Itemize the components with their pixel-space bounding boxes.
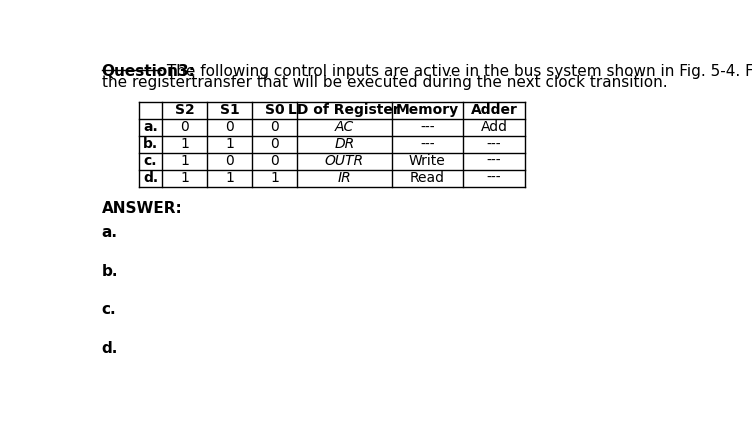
Text: ---: --- (420, 120, 435, 134)
Text: Adder: Adder (471, 103, 517, 117)
Text: IR: IR (338, 171, 351, 185)
Text: The following control inputs are active in the bus system shown in Fig. 5-4. For: The following control inputs are active … (162, 64, 752, 79)
Text: DR: DR (334, 137, 354, 152)
Text: 0: 0 (226, 154, 234, 168)
Text: 1: 1 (225, 171, 234, 185)
Text: Question3:: Question3: (102, 64, 196, 79)
Text: b.: b. (143, 137, 158, 152)
Text: LD of Register: LD of Register (289, 103, 400, 117)
Text: d.: d. (102, 341, 118, 356)
Text: S0: S0 (265, 103, 284, 117)
Text: 0: 0 (270, 154, 279, 168)
Text: 0: 0 (226, 120, 234, 134)
Text: a.: a. (102, 225, 118, 240)
Text: AC: AC (335, 120, 354, 134)
Text: 0: 0 (270, 120, 279, 134)
Text: 1: 1 (180, 154, 189, 168)
Text: 1: 1 (270, 171, 279, 185)
Text: ---: --- (420, 137, 435, 152)
Text: ---: --- (487, 137, 502, 152)
Text: Add: Add (481, 120, 508, 134)
Text: ANSWER:: ANSWER: (102, 200, 183, 216)
Text: 0: 0 (180, 120, 189, 134)
Text: 1: 1 (180, 137, 189, 152)
Text: ---: --- (487, 171, 502, 185)
Text: b.: b. (102, 264, 118, 279)
Text: Read: Read (410, 171, 444, 185)
Text: c.: c. (102, 302, 117, 317)
Text: 1: 1 (180, 171, 189, 185)
Text: 1: 1 (225, 137, 234, 152)
Text: Write: Write (409, 154, 446, 168)
Text: d.: d. (143, 171, 158, 185)
Text: S1: S1 (220, 103, 239, 117)
Text: a.: a. (143, 120, 158, 134)
Text: 0: 0 (270, 137, 279, 152)
Text: S2: S2 (174, 103, 195, 117)
Text: ---: --- (487, 154, 502, 168)
Text: the registertransfer that will be executed during the next clock transition.: the registertransfer that will be execut… (102, 75, 667, 90)
Text: Memory: Memory (396, 103, 459, 117)
Text: c.: c. (144, 154, 157, 168)
Text: OUTR: OUTR (325, 154, 364, 168)
